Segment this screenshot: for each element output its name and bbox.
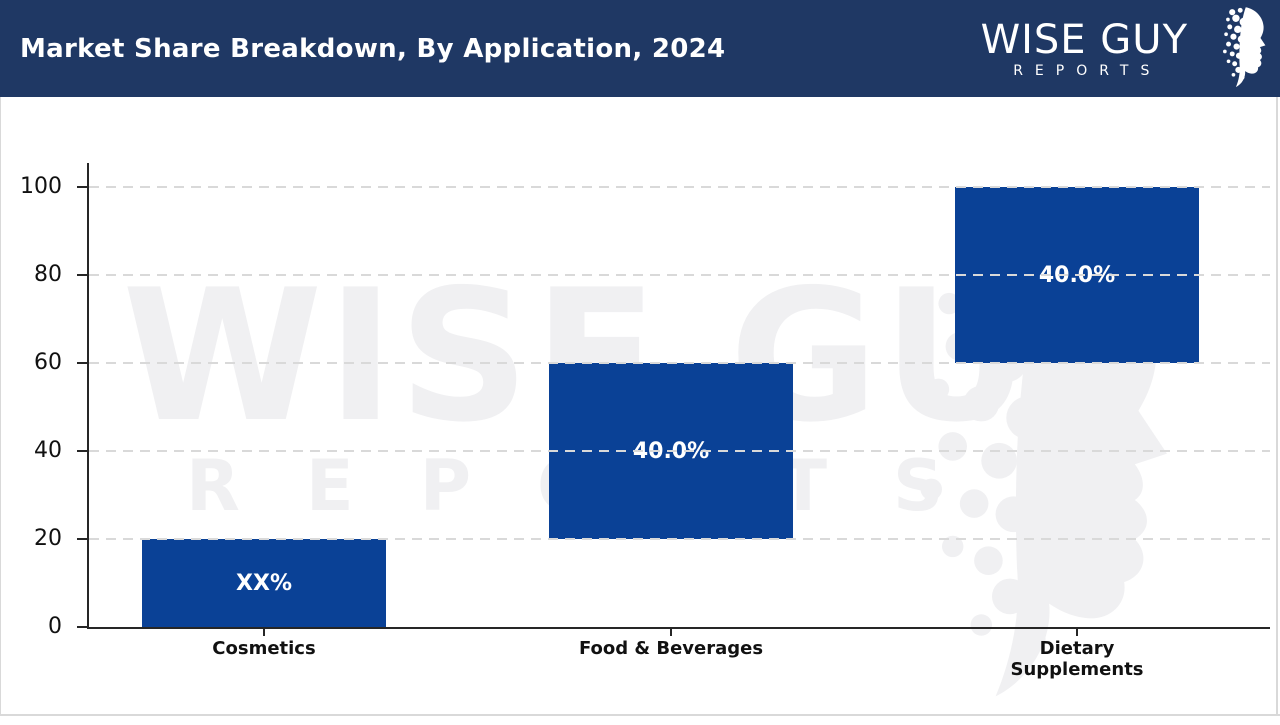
y-tick-label: 60: [34, 350, 62, 375]
logo-subtext: REPORTS: [1013, 62, 1162, 79]
y-tick-mark: [77, 186, 87, 188]
logo-wordmark: WISE GUY: [980, 16, 1188, 63]
gridline: [89, 362, 1270, 364]
frame-left-border: [0, 97, 1, 716]
x-tick-mark: [263, 629, 265, 636]
y-tick-mark: [77, 450, 87, 452]
y-tick-mark: [77, 362, 87, 364]
bar-value-label: XX%: [236, 570, 292, 596]
y-tick-mark: [77, 274, 87, 276]
frame-bottom-border: [0, 714, 1280, 716]
header-bar: Market Share Breakdown, By Application, …: [0, 0, 1280, 97]
x-axis-category-label: Dietary Supplements: [1010, 638, 1144, 680]
gridline: [89, 186, 1270, 188]
y-tick-label: 80: [34, 262, 62, 287]
page-title: Market Share Breakdown, By Application, …: [20, 33, 726, 64]
gridline: [89, 538, 1270, 540]
frame-right-border: [1276, 97, 1278, 716]
x-tick-mark: [1076, 629, 1078, 636]
gridline: [89, 450, 1270, 452]
y-tick-label: 40: [34, 438, 62, 463]
bar-cosmetics: XX%: [142, 539, 386, 627]
y-tick-label: 0: [48, 614, 62, 639]
y-tick-label: 20: [34, 526, 62, 551]
x-tick-mark: [670, 629, 672, 636]
gridline: [89, 274, 1270, 276]
y-axis-line: [87, 163, 89, 629]
x-axis-category-label: Food & Beverages: [578, 638, 764, 659]
y-tick-mark: [77, 626, 87, 628]
brand-logo-text: WISE GUY REPORTS: [981, 20, 1188, 79]
x-axis-line: [87, 627, 1270, 629]
x-axis-category-label: Cosmetics: [212, 638, 316, 659]
y-tick-label: 100: [20, 174, 62, 199]
brand-logo: WISE GUY REPORTS: [981, 4, 1272, 94]
y-tick-mark: [77, 538, 87, 540]
